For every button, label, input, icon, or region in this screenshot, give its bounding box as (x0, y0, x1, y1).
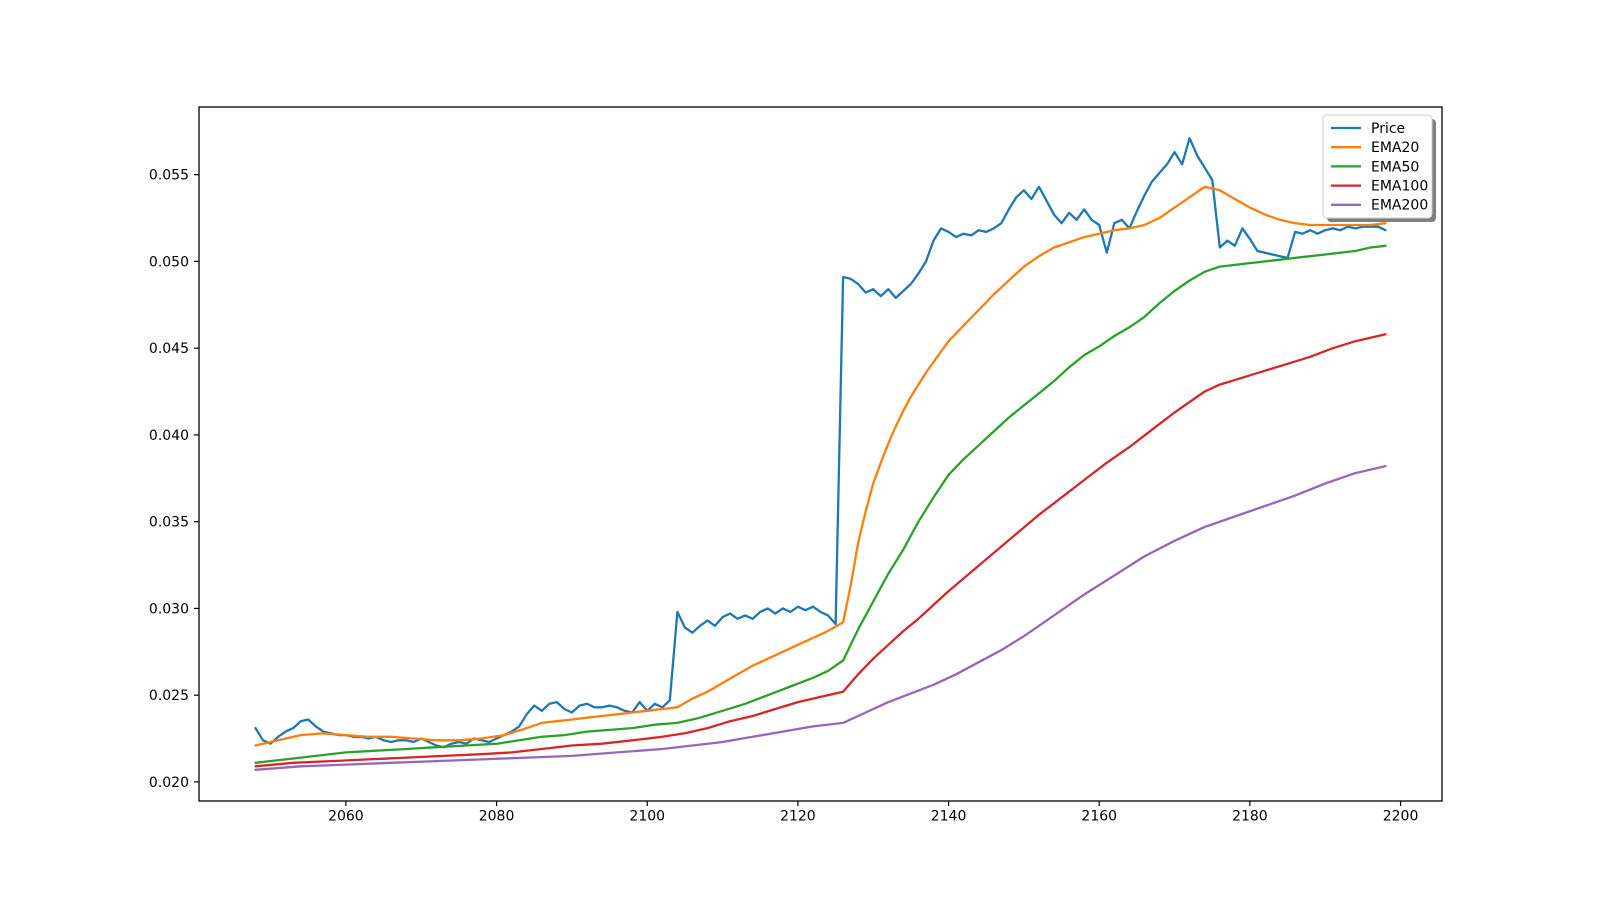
legend-label-ema100: EMA100 (1371, 179, 1428, 195)
legend-box (1322, 114, 1433, 219)
y-tick-label: 0.030 (149, 601, 189, 617)
x-tick-label: 2200 (1383, 809, 1419, 825)
series-line-price (254, 137, 1387, 749)
x-tick-label: 2180 (1232, 809, 1268, 825)
x-tick-label: 2100 (629, 809, 665, 825)
x-tick-label: 2080 (479, 809, 515, 825)
y-tick-label: 0.025 (149, 688, 189, 704)
series-line-ema100 (254, 333, 1387, 768)
series-line-ema20 (254, 185, 1387, 747)
y-tick-label: 0.045 (149, 341, 189, 357)
y-tick-label: 0.040 (149, 428, 189, 444)
x-tick-label: 2140 (931, 809, 967, 825)
legend-label-ema200: EMA200 (1371, 198, 1428, 214)
x-tick-label: 2120 (780, 809, 816, 825)
y-tick-label: 0.050 (149, 254, 189, 270)
y-tick-label: 0.055 (149, 168, 189, 184)
plot-border (198, 106, 1443, 802)
legend-label-price: Price (1371, 121, 1405, 137)
x-tick-label: 2160 (1081, 809, 1117, 825)
y-tick-label: 0.020 (149, 775, 189, 791)
legend-label-ema50: EMA50 (1371, 159, 1419, 175)
series-line-ema50 (254, 244, 1387, 764)
y-tick-label: 0.035 (149, 515, 189, 531)
legend-label-ema20: EMA20 (1371, 140, 1419, 156)
series-line-ema200 (254, 464, 1387, 771)
x-tick-label: 2060 (328, 809, 364, 825)
